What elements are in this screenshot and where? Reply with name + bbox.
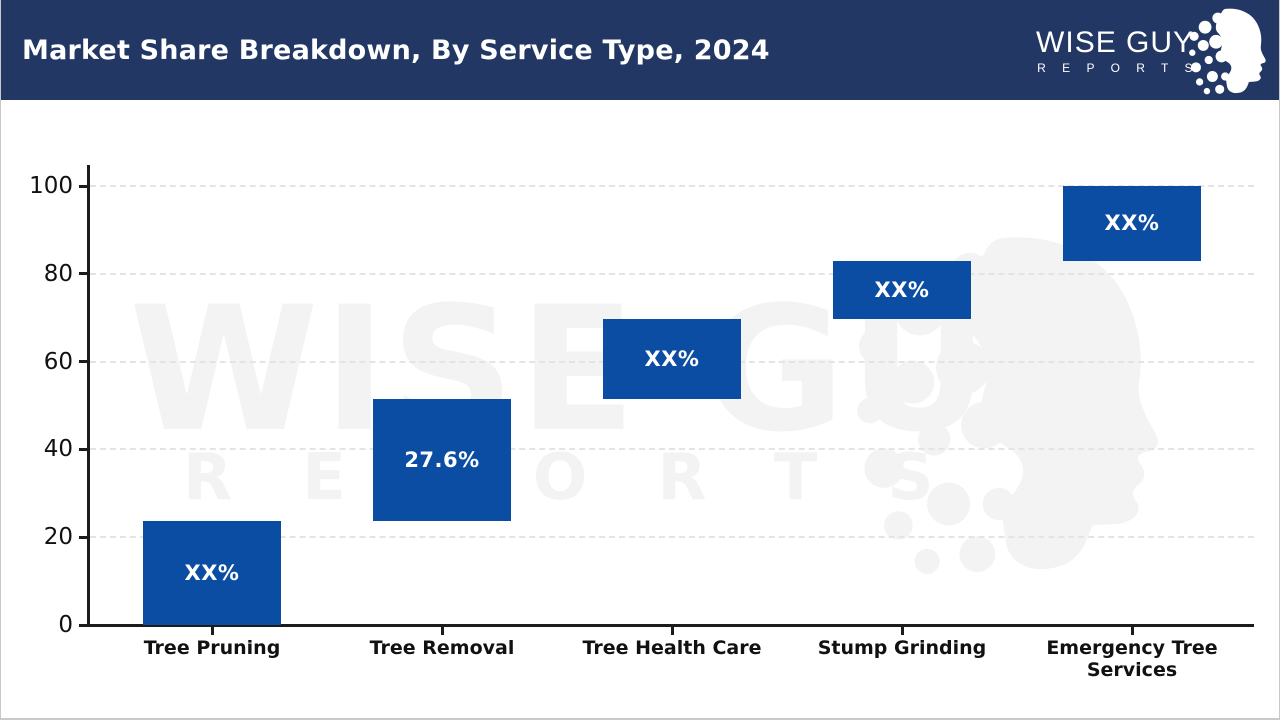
bar-tree-health-care: XX%	[603, 319, 741, 400]
y-tick-label-20: 20	[43, 524, 73, 551]
header-bar: Market Share Breakdown, By Service Type,…	[1, 0, 1279, 100]
y-tick-0	[79, 623, 87, 627]
x-tick-emergency-tree-services	[1130, 627, 1134, 635]
bar-tree-pruning: XX%	[143, 520, 281, 625]
x-category-label-stump-grinding: Stump Grinding	[817, 637, 987, 659]
bar-emergency-tree-services: XX%	[1063, 186, 1201, 261]
x-tick-stump-grinding	[900, 627, 904, 635]
y-tick-20	[79, 535, 87, 539]
x-category-label-tree-health-care: Tree Health Care	[582, 637, 762, 659]
x-tick-tree-pruning	[210, 627, 214, 635]
bar-value-label-tree-removal: 27.6%	[404, 447, 480, 472]
gridline-80	[90, 272, 1254, 275]
y-tick-label-60: 60	[43, 348, 73, 375]
bar-value-label-tree-pruning: XX%	[184, 560, 240, 585]
y-tick-40	[79, 447, 87, 451]
x-tick-tree-health-care	[670, 627, 674, 635]
x-tick-tree-removal	[440, 627, 444, 635]
gridline-40	[90, 448, 1254, 451]
x-category-label-tree-pruning: Tree Pruning	[143, 637, 281, 659]
x-category-label-tree-removal: Tree Removal	[369, 637, 515, 659]
y-tick-100	[79, 184, 87, 188]
bar-value-label-stump-grinding: XX%	[874, 278, 930, 303]
y-tick-label-80: 80	[43, 260, 73, 287]
x-category-label-emergency-tree-services: Emergency Tree Services	[1046, 637, 1218, 681]
bar-value-label-emergency-tree-services: XX%	[1104, 211, 1160, 236]
y-tick-label-100: 100	[29, 173, 73, 199]
chart-title: Market Share Breakdown, By Service Type,…	[22, 34, 770, 66]
y-tick-80	[79, 272, 87, 276]
y-tick-60	[79, 360, 87, 364]
bar-tree-removal: 27.6%	[373, 399, 511, 521]
y-axis-line	[87, 165, 90, 627]
x-axis-line	[87, 624, 1254, 627]
gridline-20	[90, 536, 1254, 539]
brand-logo-text: WISE GUY R E P O R T S	[1031, 26, 1199, 75]
gridline-100	[90, 185, 1254, 187]
watermark-brand-subtext: REPORTS	[183, 441, 1004, 515]
brand-subtitle: R E P O R T S	[1037, 60, 1199, 75]
y-tick-label-40: 40	[43, 436, 73, 463]
bar-stump-grinding: XX%	[833, 260, 971, 320]
brand-logo: WISE GUY R E P O R T S	[1031, 2, 1279, 98]
bar-value-label-tree-health-care: XX%	[644, 347, 700, 372]
brand-name: WISE GUY	[1036, 25, 1195, 59]
y-tick-label-0: 0	[58, 612, 73, 638]
